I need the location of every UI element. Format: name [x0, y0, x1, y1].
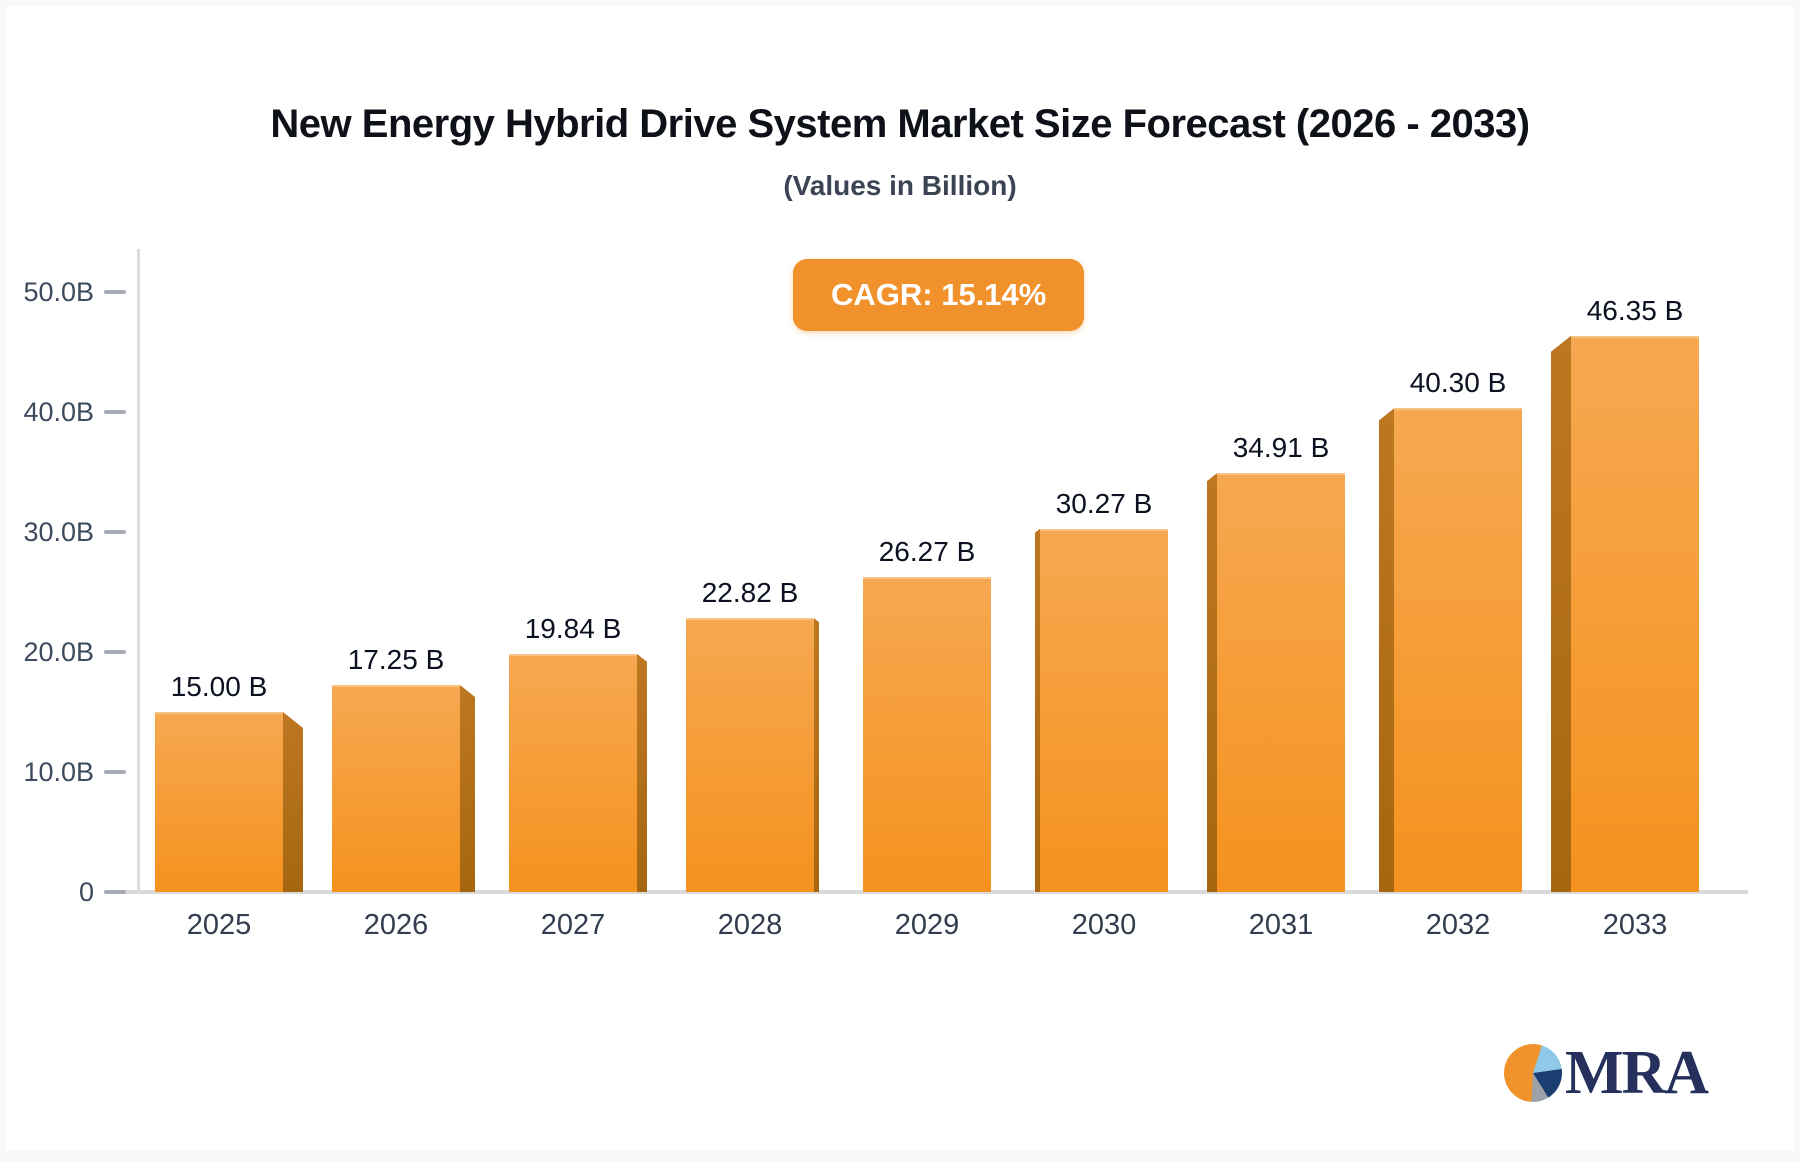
y-tick-dash — [104, 530, 126, 534]
x-tick-label: 2030 — [1071, 909, 1137, 941]
bar-side — [1207, 473, 1217, 892]
y-tick-label: 50.0B — [23, 277, 94, 307]
bar-face — [155, 712, 283, 892]
x-tick-label: 2029 — [894, 909, 960, 941]
logo-text: MRA — [1565, 1039, 1709, 1107]
cagr-badge: CAGR: 15.14% — [793, 259, 1085, 331]
y-tick-label: 10.0B — [23, 757, 94, 787]
y-tick-dash — [104, 890, 126, 894]
bar-face — [509, 653, 637, 892]
y-tick-label: 30.0B — [23, 517, 94, 547]
bar-side — [1551, 335, 1571, 892]
x-tick-label: 2028 — [717, 909, 783, 941]
bar-side — [1379, 408, 1394, 892]
y-tick-label: 20.0B — [23, 637, 94, 667]
bar-value-label: 19.84 B — [524, 612, 622, 644]
brand-logo: MRA — [1504, 1039, 1709, 1107]
bar-value-label: 26.27 B — [878, 535, 976, 567]
x-tick-label: 2033 — [1602, 909, 1668, 941]
bar-value-label: 22.82 B — [701, 577, 799, 609]
plot-area: 0 10.0B 20.0B 30.0B 40.0B 50.0B 15.00 B 2025 17.… — [6, 6, 1800, 1162]
bar-face — [332, 685, 460, 892]
bar-side — [460, 685, 475, 892]
x-tick-label: 2025 — [186, 909, 252, 941]
bar-side — [1035, 528, 1040, 892]
bar-value-label: 30.27 B — [1055, 487, 1153, 519]
y-axis-line — [137, 249, 140, 894]
bar-value-label: 40.30 B — [1409, 367, 1507, 399]
logo-pie-icon — [1504, 1044, 1562, 1102]
bar-value-label: 15.00 B — [170, 671, 268, 702]
chart-title: New Energy Hybrid Drive System Market Si… — [270, 102, 1530, 146]
bar-value-label: 17.25 B — [347, 644, 445, 675]
x-axis-line — [110, 890, 1748, 894]
bar-side — [283, 712, 303, 892]
y-tick-dash — [104, 410, 126, 414]
y-tick-label: 40.0B — [23, 397, 94, 427]
chart-card: New Energy Hybrid Drive System Market Si… — [6, 6, 1794, 1150]
bar-side — [637, 653, 647, 892]
bar-face — [686, 618, 814, 892]
bar-face — [1571, 335, 1699, 892]
y-tick-label: 0 — [78, 877, 94, 907]
bar-face — [863, 576, 991, 892]
y-tick-dash — [104, 650, 126, 654]
bar-side — [814, 618, 819, 892]
bar-face — [1394, 408, 1522, 892]
x-tick-label: 2026 — [363, 909, 429, 941]
y-tick-dash — [104, 290, 126, 294]
x-tick-label: 2032 — [1425, 909, 1491, 941]
bar-value-label: 34.91 B — [1232, 432, 1330, 464]
bar-value-label: 46.35 B — [1586, 294, 1684, 326]
chart-subtitle: (Values in Billion) — [783, 170, 1017, 201]
x-tick-label: 2031 — [1248, 909, 1314, 941]
x-tick-label: 2027 — [540, 909, 606, 941]
cagr-badge-label: CAGR: 15.14% — [831, 277, 1047, 312]
y-tick-dash — [104, 770, 126, 774]
bar-face — [1040, 528, 1168, 892]
bar-face — [1217, 473, 1345, 892]
